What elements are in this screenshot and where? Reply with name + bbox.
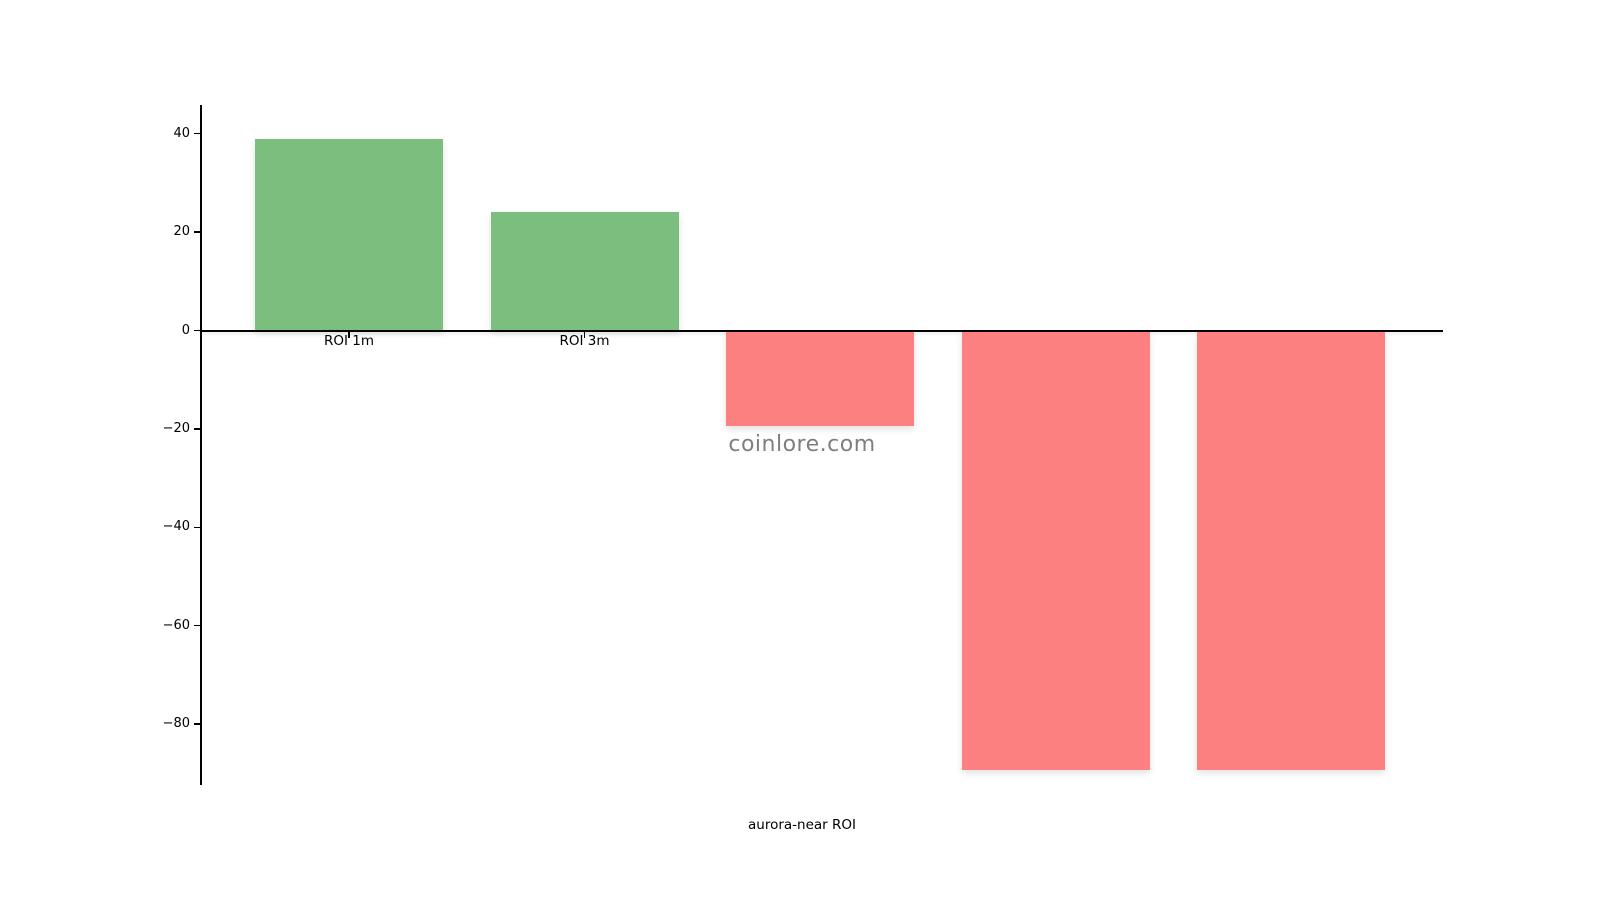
y-tick-label: 0: [181, 322, 190, 338]
x-tick-label: ROI 1m: [323, 332, 375, 349]
y-tick-label: −40: [162, 519, 190, 535]
chart-title: aurora-near ROI: [748, 817, 856, 833]
y-tick-label: −20: [162, 420, 190, 436]
y-tick-label: 20: [173, 224, 190, 240]
y-tick-mark: [194, 231, 200, 233]
bar: [1197, 332, 1385, 770]
y-tick-mark: [194, 625, 200, 627]
bar: [961, 332, 1150, 770]
y-tick-mark: [194, 428, 200, 430]
x-tick-mark: [348, 331, 350, 338]
x-axis-line: [200, 330, 1443, 332]
watermark-text: coinlore.com: [728, 432, 876, 457]
x-tick-mark: [583, 331, 586, 338]
y-tick-label: 40: [173, 125, 190, 141]
bar: [490, 212, 679, 331]
bar: [255, 138, 443, 331]
y-tick-mark: [194, 723, 200, 725]
y-axis-line: [200, 105, 202, 785]
y-tick-mark: [194, 329, 200, 332]
y-tick-mark: [194, 133, 200, 135]
y-tick-mark: [194, 526, 200, 528]
y-tick-label: −60: [162, 617, 190, 633]
bar: [726, 332, 914, 426]
y-tick-label: −80: [162, 716, 190, 732]
x-tick-label: ROI 3m: [559, 332, 610, 349]
